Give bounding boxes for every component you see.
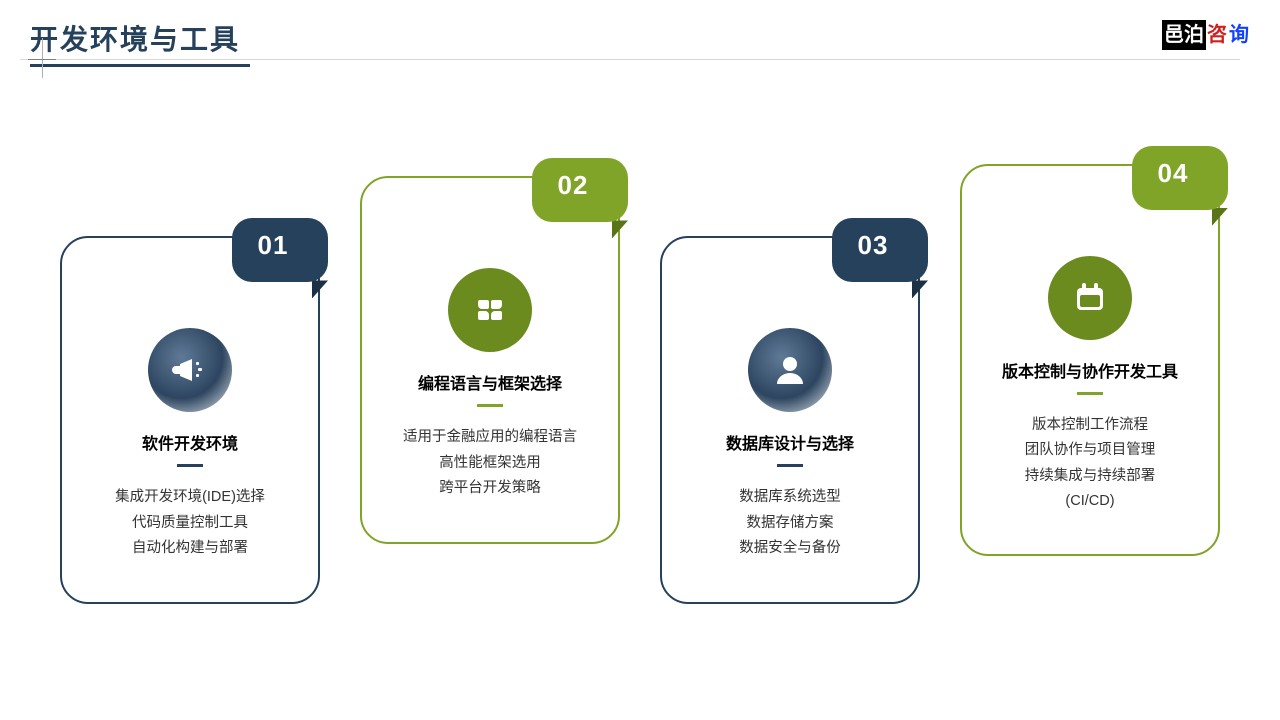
card-body-text: 适用于金融应用的编程语言 高性能框架选用 跨平台开发策略: [380, 425, 600, 501]
card-body-text: 数据库系统选型 数据存储方案 数据安全与备份: [680, 485, 900, 561]
card-body-box: 软件开发环境 集成开发环境(IDE)选择 代码质量控制工具 自动化构建与部署: [60, 236, 320, 603]
calendar-icon: [1048, 256, 1132, 340]
card-title: 数据库设计与选择: [680, 430, 900, 454]
card-1: 01 软件开发环境 集成开发环境(IDE)选择 代码质量控制工具 自动化构建与部…: [60, 236, 320, 603]
card-number-tab: 03: [832, 218, 928, 282]
card-body-box: 编程语言与框架选择 适用于金融应用的编程语言 高性能框架选用 跨平台开发策略: [360, 176, 620, 543]
card-number-tab: 02: [532, 158, 628, 222]
page-title: 开发环境与工具: [30, 18, 250, 58]
card-body-box: 版本控制与协作开发工具 版本控制工作流程 团队协作与项目管理 持续集成与持续部署…: [960, 164, 1220, 557]
card-title-dash: [177, 464, 203, 467]
logo-part1: 邑泊: [1162, 20, 1206, 50]
user-icon: [748, 328, 832, 412]
card-number: 02: [532, 170, 614, 201]
card-body-text: 集成开发环境(IDE)选择 代码质量控制工具 自动化构建与部署: [80, 485, 300, 561]
apps-icon: [448, 268, 532, 352]
title-underline: [30, 64, 250, 67]
card-title-dash: [1077, 392, 1103, 395]
cards-container: 01 软件开发环境 集成开发环境(IDE)选择 代码质量控制工具 自动化构建与部…: [60, 150, 1220, 650]
card-number: 04: [1132, 158, 1214, 189]
card-title-dash: [777, 464, 803, 467]
logo: 邑泊 咨 询: [1162, 20, 1250, 50]
card-number-tab: 01: [232, 218, 328, 282]
card-title: 版本控制与协作开发工具: [980, 358, 1200, 382]
card-number: 01: [232, 230, 314, 261]
card-3: 03 数据库设计与选择 数据库系统选型 数据存储方案 数据安全与备份: [660, 236, 920, 603]
logo-part3: 询: [1228, 20, 1250, 50]
card-title: 编程语言与框架选择: [380, 370, 600, 394]
card-body-text: 版本控制工作流程 团队协作与项目管理 持续集成与持续部署 (CI/CD): [980, 413, 1200, 515]
card-title-dash: [477, 404, 503, 407]
megaphone-icon: [148, 328, 232, 412]
card-number-tab: 04: [1132, 146, 1228, 210]
slide: 开发环境与工具 邑泊 咨 询 01 软件开发环境 集成开发环境(IDE)选择 代…: [0, 0, 1280, 720]
card-body-box: 数据库设计与选择 数据库系统选型 数据存储方案 数据安全与备份: [660, 236, 920, 603]
card-title: 软件开发环境: [80, 430, 300, 454]
card-2: 02 编程语言与框架选择 适用于金融应用的编程语言 高性能框架选用 跨平台开发策…: [360, 176, 620, 543]
card-number: 03: [832, 230, 914, 261]
card-4: 04 版本控制与协作开发工具 版本控制工作流程 团队协作与项目管理 持续集成与持…: [960, 164, 1220, 557]
logo-part2: 咨: [1206, 20, 1228, 50]
